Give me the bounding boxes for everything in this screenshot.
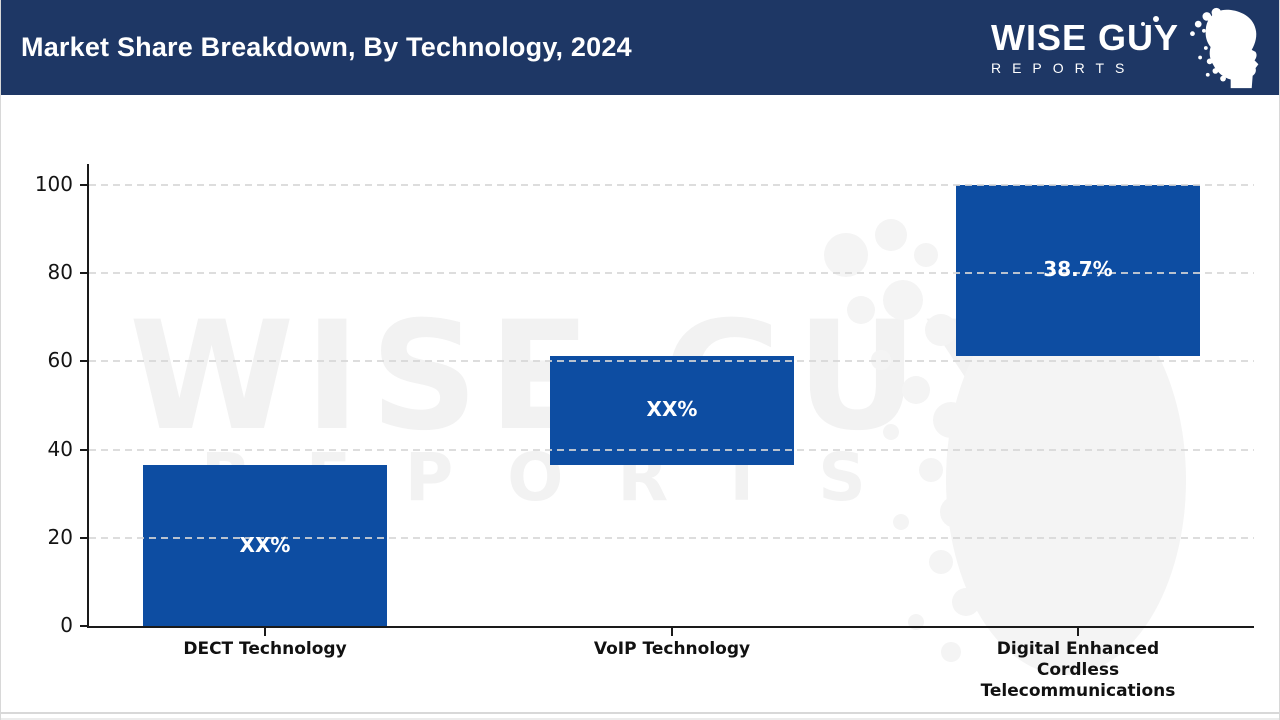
y-tick-mark <box>80 536 89 539</box>
y-tick-label: 60 <box>47 348 73 373</box>
gridline <box>89 360 1254 363</box>
bar-value-label: 38.7% <box>1043 257 1113 282</box>
y-tick-label: 40 <box>47 436 73 461</box>
y-tick-mark <box>80 272 89 275</box>
y-tick-mark <box>80 625 89 627</box>
bar-segment <box>550 355 794 466</box>
chart-title: Market Share Breakdown, By Technology, 2… <box>21 32 632 62</box>
y-tick-mark <box>80 448 89 451</box>
y-tick-label: 0 <box>60 613 73 637</box>
gridline <box>89 272 1254 275</box>
x-axis-spine <box>87 626 1254 628</box>
x-tick-mark <box>1077 627 1079 636</box>
logo-subtitle: REPORTS <box>990 59 1136 76</box>
x-category-label: Digital Enhanced Cordless Telecommunicat… <box>980 639 1176 702</box>
header-bar: Market Share Breakdown, By Technology, 2… <box>1 0 1279 95</box>
y-tick-label: 100 <box>34 172 73 196</box>
x-tick-mark <box>264 627 266 636</box>
logo-wordmark: WISE GUY <box>990 16 1179 58</box>
y-tick-mark <box>80 184 89 186</box>
y-tick-mark <box>80 360 89 363</box>
y-tick-label: 20 <box>47 524 73 549</box>
bottom-border <box>1 712 1279 714</box>
y-axis-spine <box>87 164 89 628</box>
y-tick-label: 80 <box>47 260 73 285</box>
logo-dot <box>1140 21 1145 26</box>
face-logo-icon <box>1190 7 1259 88</box>
bottom-edge <box>1 718 1279 720</box>
x-tick-mark <box>671 627 673 636</box>
bar-value-label: XX% <box>646 397 698 422</box>
x-category-label: DECT Technology <box>183 639 347 659</box>
gridline <box>89 184 1254 186</box>
gridline <box>89 536 1254 539</box>
bar-segment <box>143 465 387 626</box>
logo-dot <box>1152 15 1159 22</box>
x-category-label: VoIP Technology <box>593 639 751 659</box>
bar-value-label: XX% <box>239 532 291 557</box>
logo-text: WISE GUY REPORTS <box>990 15 1179 76</box>
wiseguy-logo: WISE GUY REPORTS <box>991 4 1267 92</box>
gridline <box>89 448 1254 451</box>
